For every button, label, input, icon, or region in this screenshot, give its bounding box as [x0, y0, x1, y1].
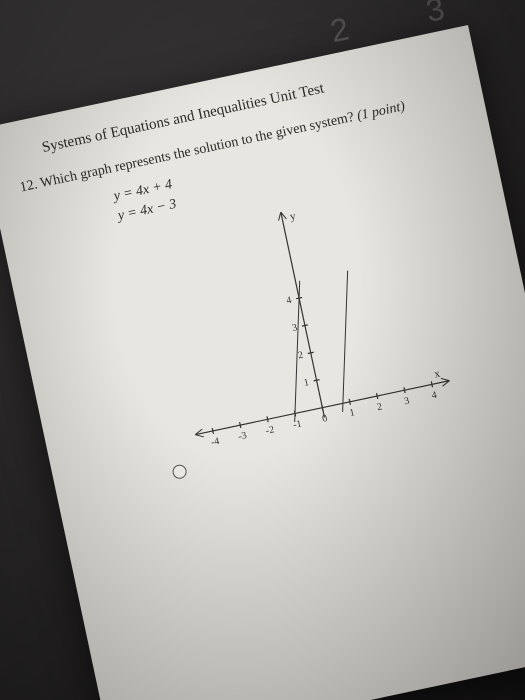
svg-text:4: 4	[285, 295, 292, 307]
svg-text:-4: -4	[210, 436, 220, 448]
svg-text:4: 4	[431, 390, 438, 402]
svg-text:1: 1	[303, 377, 310, 389]
graph-svg: -4 -3 -2 -1 0 1 2 3 4 1 2 3 4 y x	[154, 185, 456, 464]
question-points: (1 point)	[356, 99, 407, 124]
svg-text:3: 3	[403, 396, 410, 408]
svg-text:-3: -3	[237, 430, 247, 442]
svg-text:2: 2	[376, 402, 383, 414]
svg-text:2: 2	[297, 350, 304, 362]
graph-container: -4 -3 -2 -1 0 1 2 3 4 1 2 3 4 y x	[154, 172, 520, 469]
svg-text:-2: -2	[265, 424, 275, 436]
svg-text:-1: -1	[292, 419, 302, 431]
worksheet-page: 2 3 Systems of Equations and Inequalitie…	[0, 25, 525, 700]
question-number: 12.	[19, 177, 39, 195]
tab-3: 3	[423, 0, 448, 30]
svg-text:x: x	[433, 368, 441, 381]
svg-text:0: 0	[321, 413, 328, 425]
content: Systems of Equations and Inequalities Un…	[0, 25, 525, 523]
svg-text:1: 1	[349, 407, 356, 419]
svg-text:y: y	[289, 210, 297, 223]
svg-text:3: 3	[291, 322, 298, 334]
tab-2: 2	[327, 10, 352, 50]
